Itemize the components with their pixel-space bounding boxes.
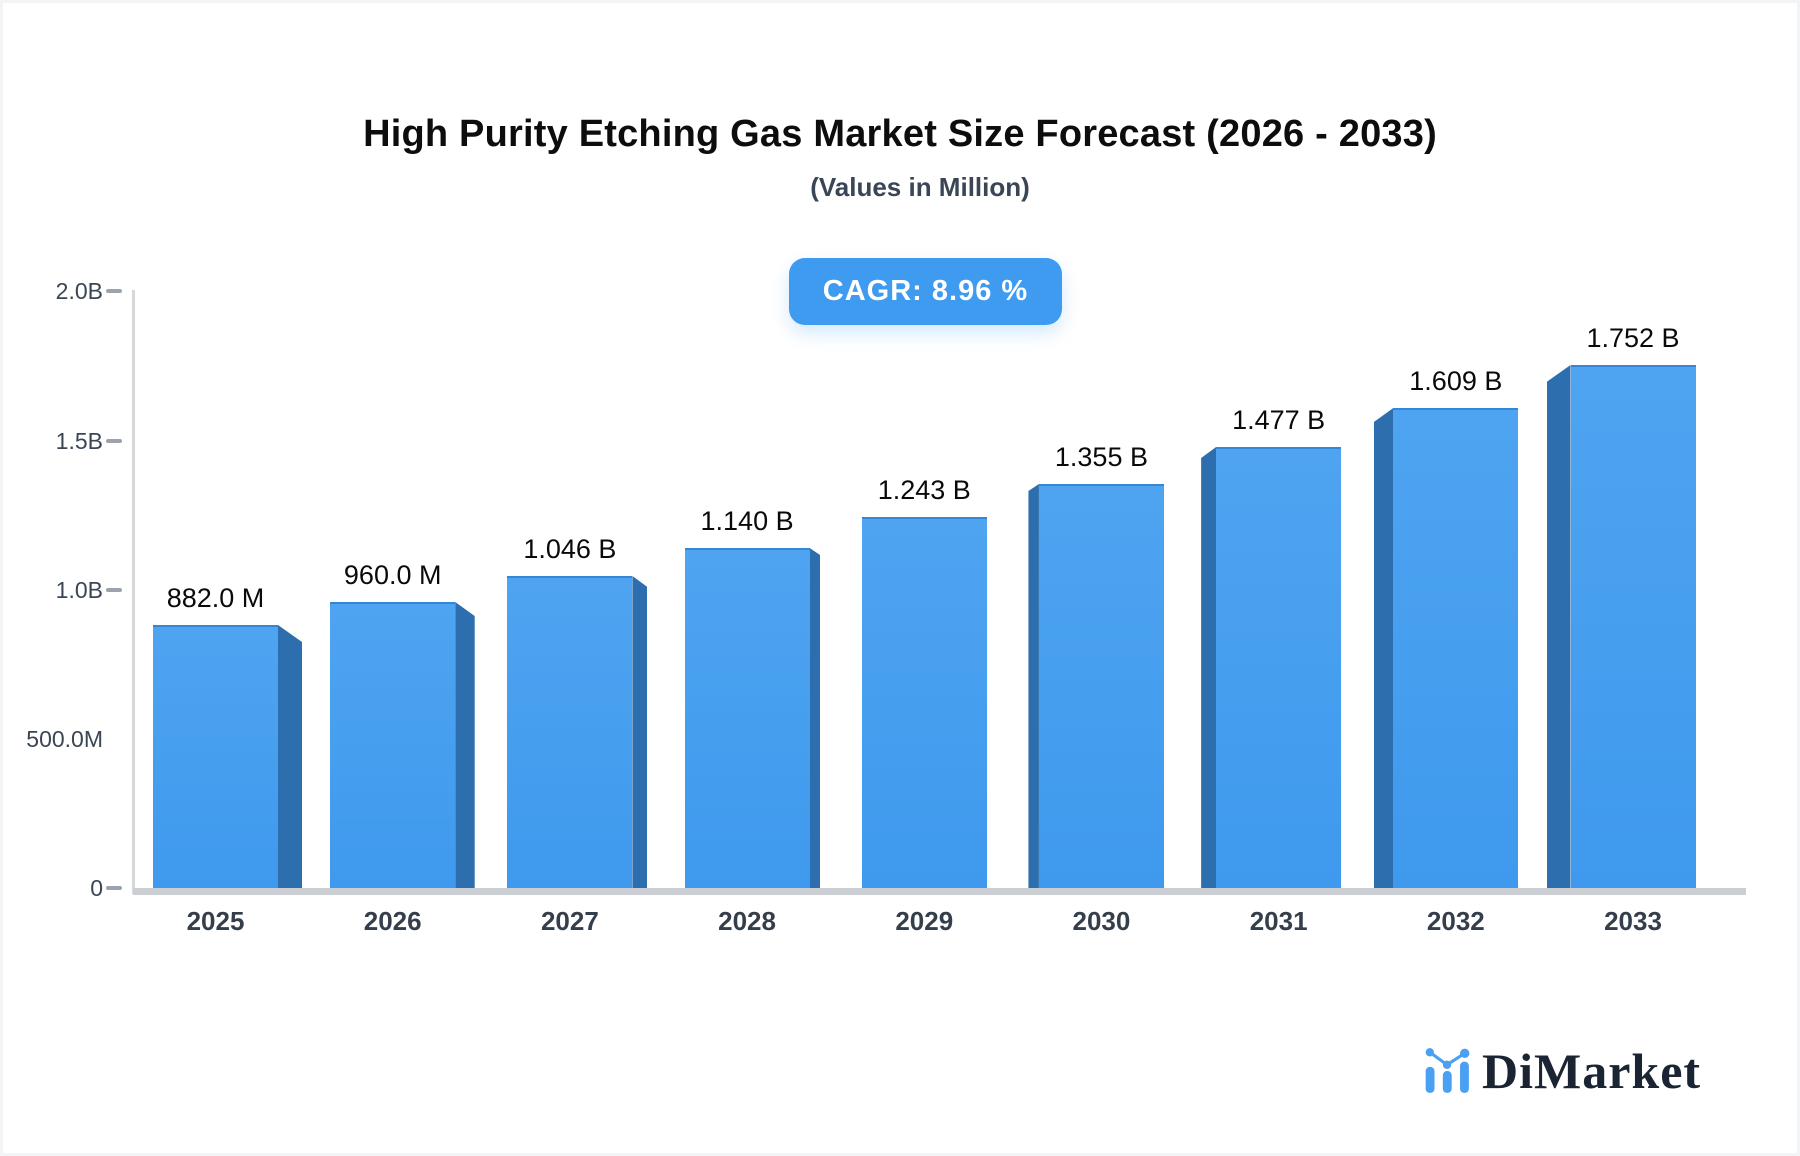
bar-side-face [1028,484,1039,888]
x-axis-baseline [133,888,1746,895]
bar-value-label: 1.046 B [523,534,617,564]
bar-side-face [1546,365,1571,888]
x-axis-label: 2025 [186,906,245,936]
x-axis-label: 2028 [718,906,776,936]
bar-face [1216,447,1342,888]
chart-subtitle: (Values in Million) [810,172,1030,202]
bar-face [684,548,810,888]
bar-chart-trend-icon [1425,1048,1470,1093]
cagr-badge-label: CAGR: 8.96 % [822,275,1029,307]
bar-face [153,625,278,888]
bar-side-face [1373,408,1394,888]
bar-face [1570,365,1696,888]
bar-face [330,602,456,888]
logo-text: DiMarket [1482,1043,1702,1099]
logo: DiMarket [1422,1045,1701,1097]
bar-side-face [809,548,821,888]
x-axis-label: 2033 [1604,906,1662,936]
y-tick-label: 2.0B [55,278,103,305]
bar-side-face [278,625,302,888]
x-axis-label: 2027 [540,906,599,936]
y-tick-label: 1.5B [55,427,103,454]
x-axis-label: 2029 [895,906,954,936]
bar-value-label: 960.0 M [343,560,442,590]
y-tick-label: 1.0B [55,576,103,603]
bar-face [507,576,633,888]
bar-value-label: 1.609 B [1409,366,1503,396]
bar-side-face [632,576,648,888]
x-axis-label: 2032 [1426,906,1485,936]
y-tick-dash [106,587,122,592]
bar-face [1038,484,1164,888]
bar-side-face [455,602,475,888]
bar-face [861,517,987,888]
bar-side-face [1201,447,1217,888]
y-tick-dash [106,289,122,294]
bar-value-label: 1.355 B [1054,442,1148,472]
x-axis-label: 2026 [363,906,422,936]
bar-value-label: 1.752 B [1586,323,1680,353]
bar-value-label: 882.0 M [166,583,265,613]
cagr-badge: CAGR: 8.96 % [789,258,1062,325]
y-axis-line [132,290,135,894]
y-tick-dash [106,438,122,443]
chart-title: High Purity Etching Gas Market Size Fore… [363,113,1437,155]
bar-value-label: 1.140 B [700,506,794,536]
x-axis-label: 2030 [1072,906,1131,936]
x-axis-label: 2031 [1249,906,1308,936]
bar-face [1393,408,1519,888]
bar-value-label: 1.477 B [1232,405,1326,435]
y-tick-label: 0 [90,875,103,901]
y-tick-label: 500.0M [26,725,103,752]
bar-value-label: 1.243 B [877,475,971,505]
y-tick-dash [106,886,122,890]
